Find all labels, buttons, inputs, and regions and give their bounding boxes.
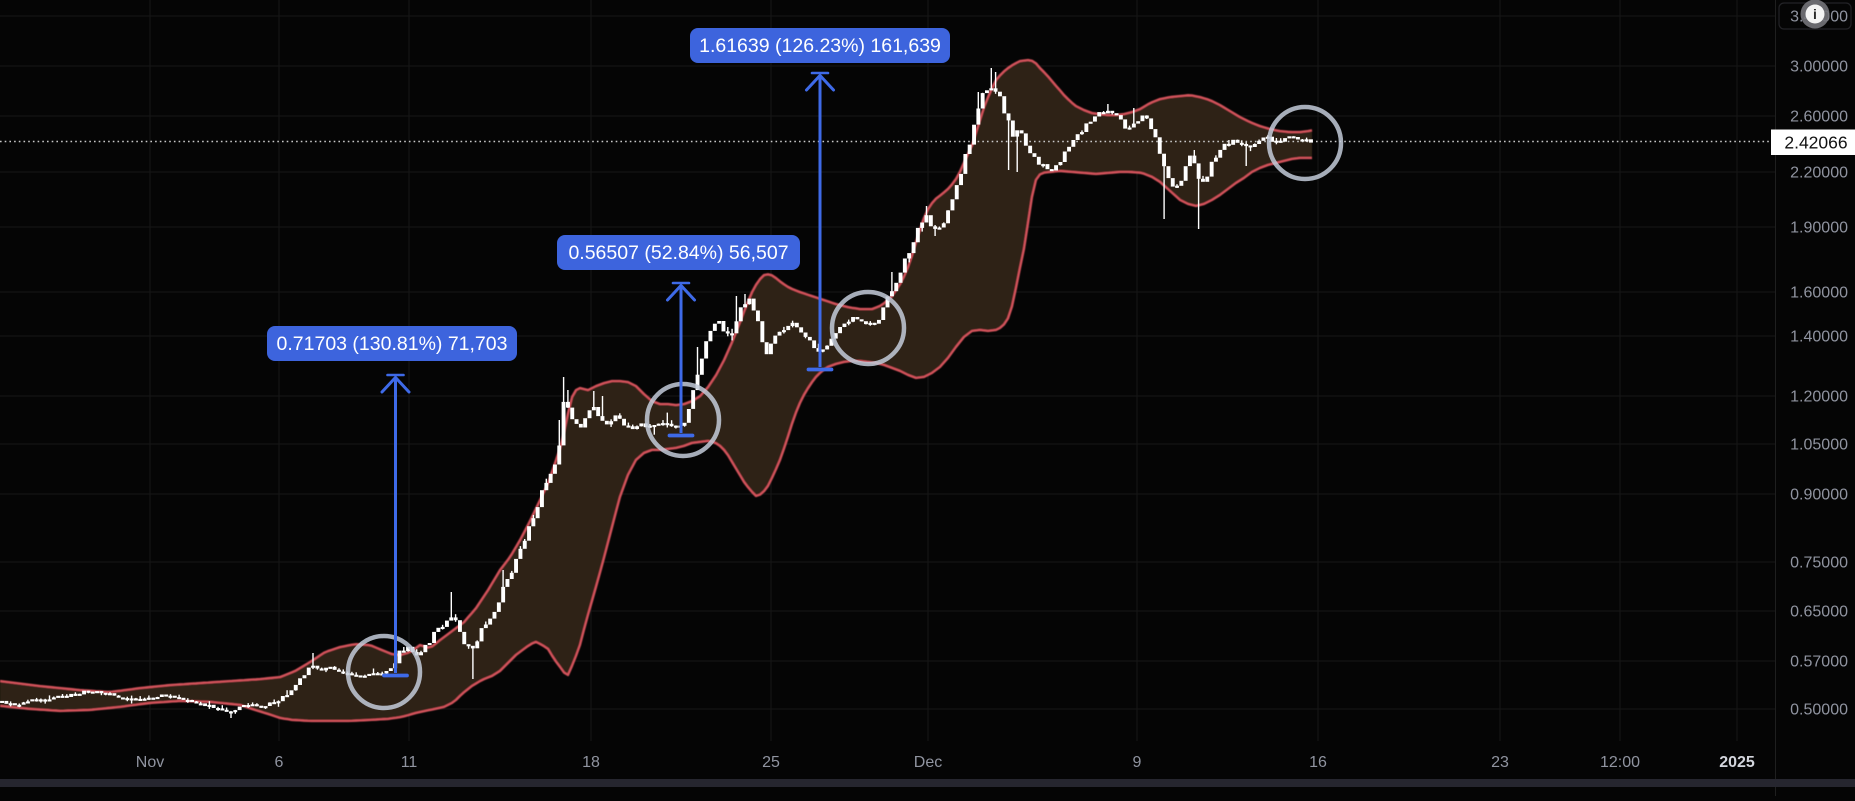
svg-text:2.42066: 2.42066 (1784, 133, 1847, 153)
svg-text:2025: 2025 (1719, 754, 1755, 771)
svg-text:0.65000: 0.65000 (1790, 604, 1848, 621)
svg-text:0.90000: 0.90000 (1790, 487, 1848, 504)
svg-text:16: 16 (1309, 754, 1327, 771)
svg-text:Dec: Dec (914, 754, 942, 771)
svg-text:0.56507 (52.84%) 56,507: 0.56507 (52.84%) 56,507 (568, 242, 788, 264)
svg-text:Nov: Nov (136, 754, 164, 771)
svg-text:12:00: 12:00 (1600, 754, 1640, 771)
svg-text:i: i (1813, 6, 1817, 22)
svg-text:6: 6 (275, 754, 284, 771)
svg-text:25: 25 (762, 754, 780, 771)
svg-text:1.05000: 1.05000 (1790, 437, 1848, 454)
svg-text:11: 11 (401, 754, 418, 771)
svg-text:1.20000: 1.20000 (1790, 389, 1848, 406)
svg-text:23: 23 (1491, 754, 1509, 771)
svg-text:1.61639 (126.23%) 161,639: 1.61639 (126.23%) 161,639 (699, 35, 941, 57)
svg-text:3.00000: 3.00000 (1790, 59, 1848, 76)
svg-text:18: 18 (582, 754, 600, 771)
svg-text:2.20000: 2.20000 (1790, 165, 1848, 182)
svg-text:1.60000: 1.60000 (1790, 285, 1848, 302)
svg-text:9: 9 (1133, 754, 1142, 771)
svg-text:0.50000: 0.50000 (1790, 702, 1848, 719)
svg-text:0.75000: 0.75000 (1790, 555, 1848, 572)
svg-text:1.40000: 1.40000 (1790, 329, 1848, 346)
svg-text:0.57000: 0.57000 (1790, 654, 1848, 671)
svg-text:2.60000: 2.60000 (1790, 109, 1848, 126)
svg-text:1.90000: 1.90000 (1790, 220, 1848, 237)
svg-text:0.71703 (130.81%) 71,703: 0.71703 (130.81%) 71,703 (277, 333, 508, 355)
